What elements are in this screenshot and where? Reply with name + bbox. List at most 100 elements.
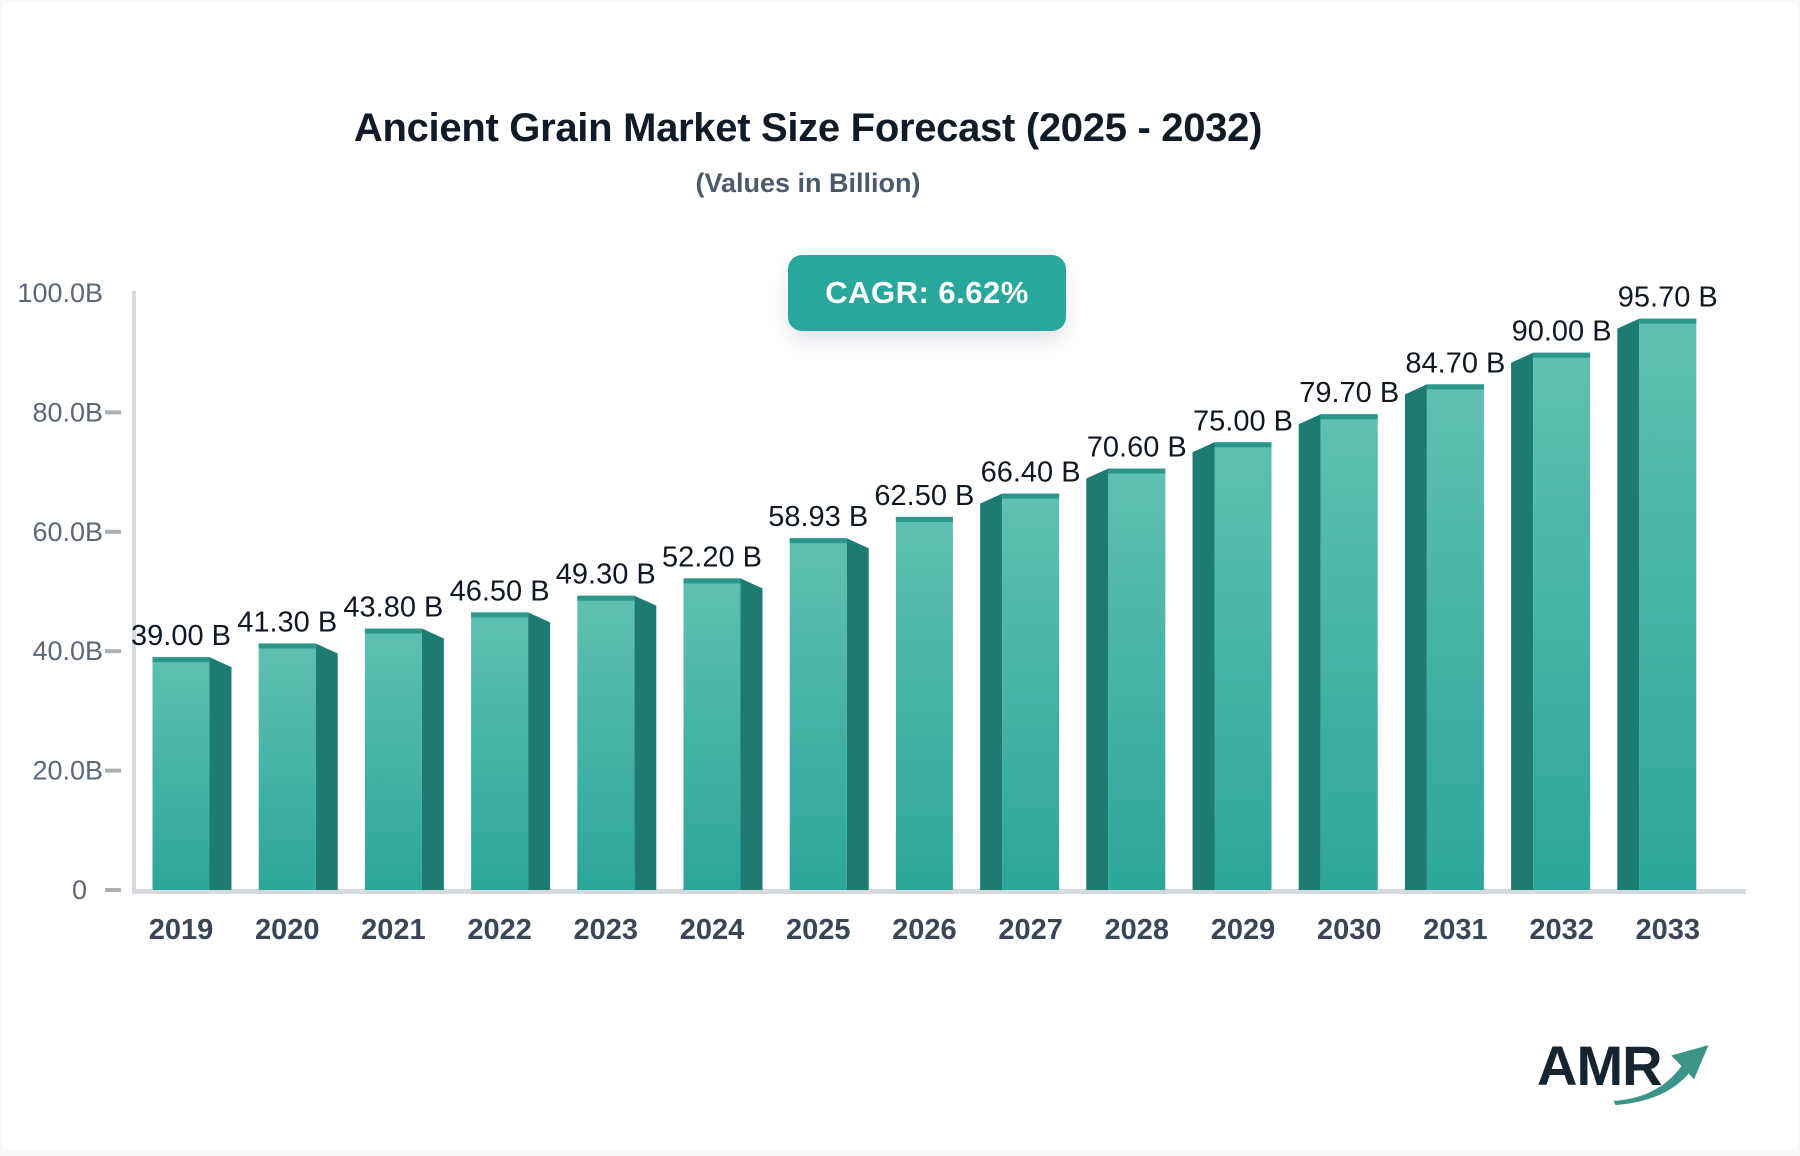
x-axis-label: 2030 bbox=[1317, 914, 1382, 946]
x-axis-label: 2029 bbox=[1211, 914, 1276, 946]
bar-value-label: 90.00 B bbox=[1512, 316, 1612, 348]
bar-2026[interactable] bbox=[895, 516, 953, 890]
bar-value-label: 62.50 B bbox=[874, 480, 974, 512]
chart-title: Ancient Grain Market Size Forecast (2025… bbox=[353, 106, 1263, 150]
bar-top-edge bbox=[152, 657, 210, 663]
bar-top-edge bbox=[258, 643, 316, 649]
x-axis-label: 2027 bbox=[998, 914, 1063, 946]
bar-side-face bbox=[1511, 352, 1534, 890]
bar-value-label: 84.70 B bbox=[1405, 347, 1505, 379]
y-axis-label: 80.0B bbox=[32, 397, 103, 427]
bar-side-face bbox=[209, 657, 232, 890]
x-axis-line bbox=[132, 889, 1746, 894]
cagr-badge-label: CAGR: 6.62% bbox=[825, 275, 1029, 310]
y-axis-label: 40.0B bbox=[32, 636, 103, 666]
bar-value-label: 49.30 B bbox=[556, 559, 656, 591]
x-axis-label: 2026 bbox=[892, 914, 957, 946]
x-axis-label: 2020 bbox=[255, 914, 320, 946]
bar-value-label: 58.93 B bbox=[768, 501, 868, 533]
cagr-badge: CAGR: 6.62% bbox=[788, 255, 1066, 331]
bar-side-face bbox=[1086, 468, 1109, 890]
bar-chart: 100.0B 80.0B 60.0B 40.0B 20.0B 0 39.00 B 2019 4… bbox=[17, 278, 1746, 946]
bar-top-edge bbox=[683, 578, 741, 584]
bar-value-label: 79.70 B bbox=[1299, 377, 1399, 409]
bar-2030[interactable] bbox=[1298, 414, 1378, 890]
bar-value-label: 52.20 B bbox=[662, 541, 762, 573]
bar-2022[interactable] bbox=[471, 612, 551, 890]
bar-side-face bbox=[1192, 442, 1215, 890]
x-axis-label: 2023 bbox=[574, 914, 639, 946]
bar-value-label: 41.30 B bbox=[237, 606, 337, 638]
bar-front-face bbox=[471, 612, 529, 890]
bar-2027[interactable] bbox=[980, 493, 1060, 890]
x-axis-label: 2022 bbox=[467, 914, 532, 946]
bar-front-face bbox=[1002, 493, 1060, 890]
bar-side-face bbox=[980, 493, 1003, 890]
amr-logo: AMR bbox=[1531, 1033, 1721, 1119]
x-axis-label: 2021 bbox=[361, 914, 426, 946]
trend-up-arrow-icon bbox=[1613, 1045, 1709, 1105]
bar-2021[interactable] bbox=[364, 628, 444, 890]
y-axis-label: 60.0B bbox=[32, 517, 103, 547]
bar-front-face bbox=[258, 643, 316, 890]
bar-side-face bbox=[1404, 384, 1427, 890]
x-axis-label: 2024 bbox=[680, 914, 745, 946]
bar-2032[interactable] bbox=[1511, 352, 1591, 890]
bar-2019[interactable] bbox=[152, 657, 232, 890]
bar-top-edge bbox=[789, 538, 847, 544]
x-axis-label: 2028 bbox=[1105, 914, 1170, 946]
bar-front-face bbox=[683, 578, 741, 890]
bar-side-face bbox=[1617, 318, 1640, 890]
bar-2031[interactable] bbox=[1404, 384, 1484, 890]
bar-front-face bbox=[1214, 442, 1272, 890]
bar-top-edge bbox=[1214, 442, 1272, 448]
bar-front-face bbox=[1533, 352, 1591, 890]
bar-2020[interactable] bbox=[258, 643, 338, 890]
x-axis-label: 2031 bbox=[1423, 914, 1488, 946]
bar-top-edge bbox=[471, 612, 529, 618]
bar-2023[interactable] bbox=[577, 595, 657, 890]
bar-2028[interactable] bbox=[1086, 468, 1166, 890]
bar-front-face bbox=[1320, 414, 1378, 890]
bar-2025[interactable] bbox=[789, 538, 869, 890]
bar-side-face bbox=[1298, 414, 1321, 890]
y-axis-line bbox=[132, 291, 136, 894]
bar-value-label: 46.50 B bbox=[450, 575, 550, 607]
labels-layer: 39.00 B 2019 41.30 B 2020 43.80 B 2021 46.50 B… bbox=[131, 282, 1718, 946]
bar-2024[interactable] bbox=[683, 578, 763, 890]
bar-value-label: 43.80 B bbox=[343, 592, 443, 624]
bar-side-face bbox=[315, 643, 338, 890]
bar-front-face bbox=[364, 628, 422, 890]
x-axis-label: 2033 bbox=[1636, 914, 1701, 946]
bar-2029[interactable] bbox=[1192, 442, 1272, 890]
bar-value-label: 95.70 B bbox=[1618, 282, 1718, 314]
bar-top-edge bbox=[364, 628, 422, 634]
bar-side-face bbox=[421, 628, 444, 890]
chart-subtitle: (Values in Billion) bbox=[695, 168, 921, 198]
axis-layer: 100.0B 80.0B 60.0B 40.0B 20.0B 0 bbox=[17, 278, 1746, 905]
bar-top-edge bbox=[1639, 318, 1697, 324]
y-axis-label: 100.0B bbox=[17, 278, 103, 308]
bar-front-face bbox=[1108, 468, 1166, 890]
bar-top-edge bbox=[1002, 493, 1060, 499]
y-axis-tick bbox=[105, 649, 121, 654]
bar-side-face bbox=[634, 595, 657, 890]
y-axis-tick bbox=[105, 529, 121, 534]
chart-card: 100.0B 80.0B 60.0B 40.0B 20.0B 0 39.00 B 2019 4… bbox=[3, 3, 1797, 1149]
y-axis-tick bbox=[105, 410, 121, 415]
bar-top-edge bbox=[1320, 414, 1378, 420]
bar-value-label: 75.00 B bbox=[1193, 405, 1293, 437]
bar-top-edge bbox=[895, 516, 953, 522]
bar-front-face bbox=[577, 595, 635, 890]
amr-logo-text: AMR bbox=[1537, 1034, 1663, 1097]
bar-front-face bbox=[1639, 318, 1697, 890]
bar-front-face bbox=[152, 657, 210, 890]
y-axis-label: 0 bbox=[72, 875, 87, 905]
x-axis-label: 2025 bbox=[786, 914, 851, 946]
y-axis-tick bbox=[105, 888, 121, 892]
bar-value-label: 39.00 B bbox=[131, 620, 231, 652]
bar-2033[interactable] bbox=[1617, 318, 1697, 890]
bar-side-face bbox=[846, 538, 869, 890]
bar-side-face bbox=[740, 578, 763, 890]
bar-top-edge bbox=[577, 595, 635, 601]
